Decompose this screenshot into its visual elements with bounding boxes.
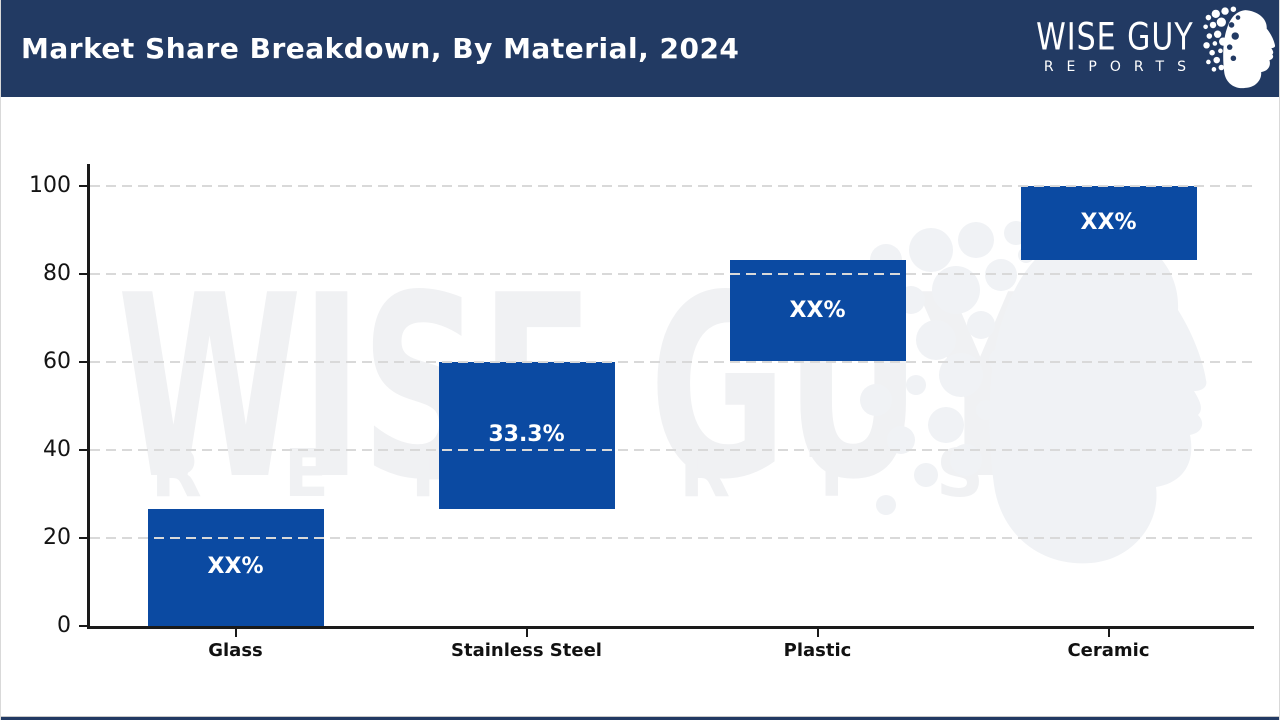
y-tick-label: 100	[29, 173, 71, 198]
x-tick-mark	[234, 629, 237, 637]
bar-segment	[147, 508, 324, 626]
x-tick-mark	[816, 629, 819, 637]
y-tick-label: 60	[43, 349, 71, 374]
logo-wordmark: WISE GUY	[1036, 15, 1194, 59]
gridline	[90, 537, 1254, 539]
x-tick-mark	[1107, 629, 1110, 637]
logo-subtitle: REPORTS	[1043, 58, 1199, 75]
y-tick-mark	[79, 537, 87, 539]
bar-value-label: XX%	[1080, 209, 1137, 235]
y-tick-label: 0	[57, 613, 71, 638]
gridline	[90, 361, 1254, 363]
watermark-head-icon	[860, 221, 1207, 564]
y-tick-mark	[79, 625, 87, 627]
bar-value-label: 33.3%	[488, 422, 565, 448]
logo: WISE GUY REPORTS	[1031, 0, 1275, 97]
bar-value-label: XX%	[789, 297, 846, 323]
x-category-label: Glass	[208, 640, 263, 661]
y-axis-line	[87, 164, 90, 629]
footer-bar	[1, 716, 1279, 720]
y-tick-label: 80	[43, 261, 71, 286]
logo-head-icon	[1203, 5, 1275, 88]
header-bar: Market Share Breakdown, By Material, 202…	[1, 0, 1279, 97]
bar-segment	[438, 362, 615, 509]
gridline	[90, 185, 1254, 187]
gridline	[90, 449, 1254, 451]
y-tick-mark	[79, 361, 87, 363]
chart-title: Market Share Breakdown, By Material, 202…	[21, 32, 740, 65]
bar-value-label: XX%	[207, 554, 264, 580]
x-category-label: Stainless Steel	[451, 640, 602, 661]
x-axis-line	[87, 626, 1254, 629]
x-tick-mark	[525, 629, 528, 637]
logo-text: WISE GUY REPORTS	[1031, 18, 1199, 75]
y-tick-mark	[79, 185, 87, 187]
y-tick-mark	[79, 449, 87, 451]
x-category-label: Plastic	[783, 640, 852, 661]
bar-segment	[729, 259, 906, 362]
y-tick-mark	[79, 273, 87, 275]
y-tick-label: 20	[43, 525, 71, 550]
y-tick-label: 40	[43, 437, 71, 462]
gridline	[90, 273, 1254, 275]
x-category-label: Ceramic	[1067, 640, 1150, 661]
bar-segment	[1020, 186, 1197, 260]
